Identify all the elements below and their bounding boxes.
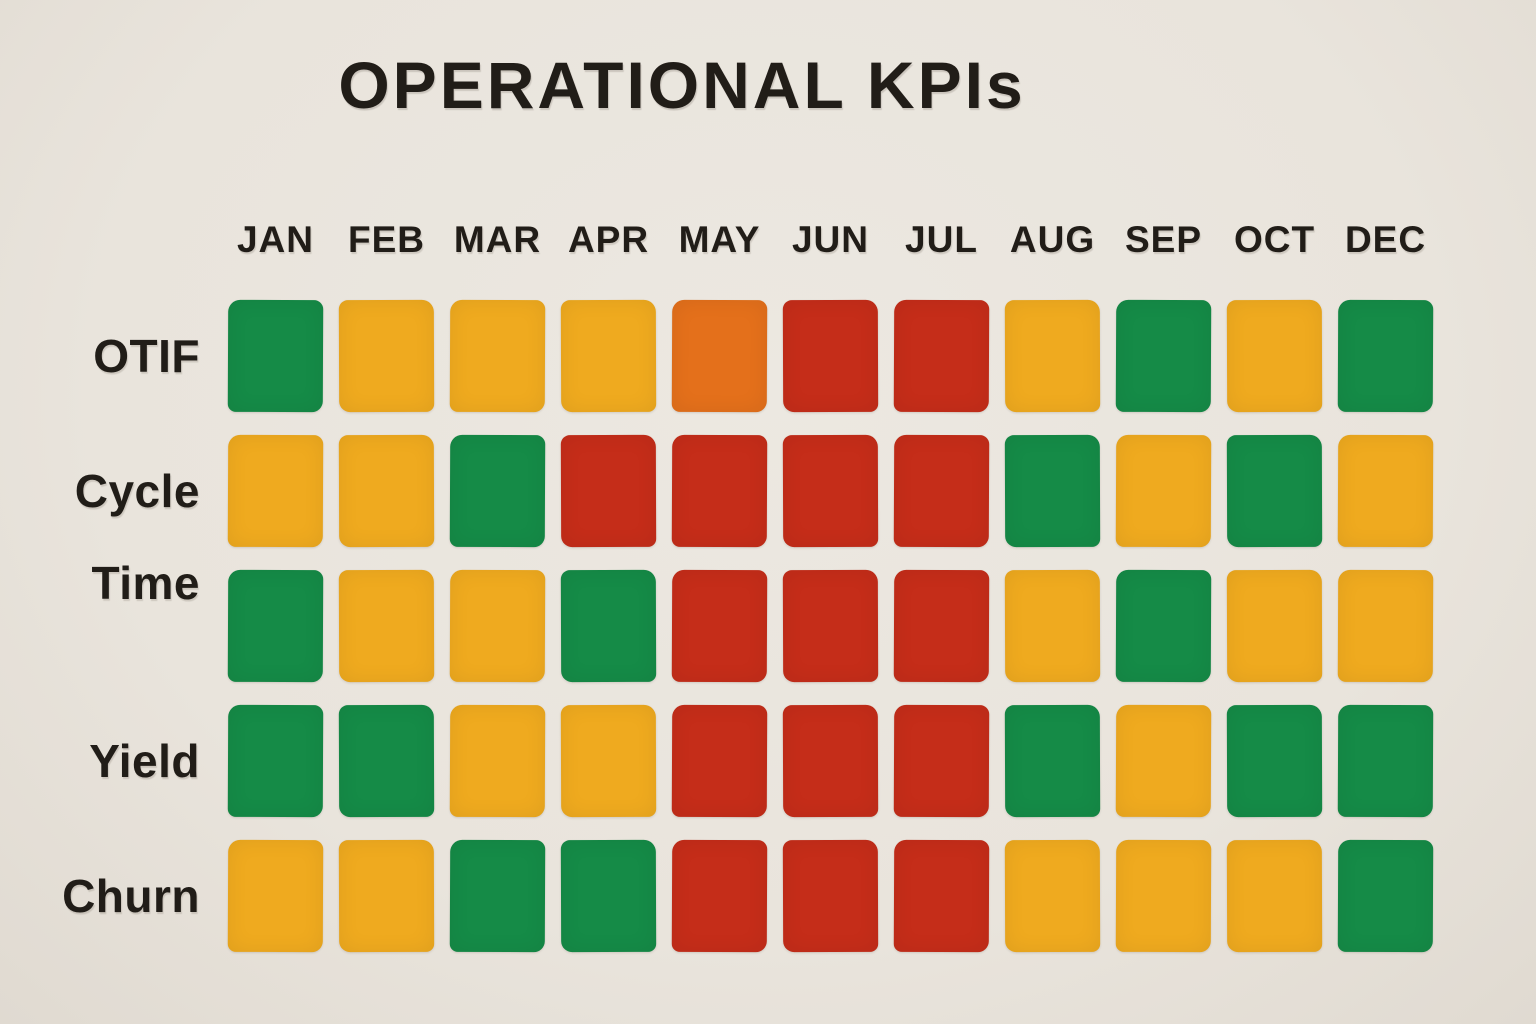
status-cell-cycle-jun bbox=[782, 434, 879, 548]
kpi-row-label-otif: OTIF bbox=[93, 330, 200, 382]
kpi-row-label-churn: Churn bbox=[62, 870, 200, 922]
status-cell-churn-jan bbox=[227, 839, 324, 953]
month-label-feb: FEB bbox=[348, 219, 425, 260]
month-label-jan: JAN bbox=[236, 219, 315, 260]
kpi-row-cycle: Cycle bbox=[12, 434, 1536, 548]
status-cell-otif-jun bbox=[782, 299, 879, 413]
status-cell-yield-dec bbox=[1337, 704, 1434, 818]
page-title: OPERATIONAL KPIs bbox=[338, 48, 1026, 122]
status-cell-time-jun bbox=[782, 569, 879, 683]
status-cell-otif-dec bbox=[1337, 299, 1434, 413]
month-label-oct: OCT bbox=[1233, 219, 1316, 260]
month-label-dec: DEC bbox=[1344, 219, 1427, 260]
status-cell-cycle-jul bbox=[893, 434, 990, 548]
kpi-row-yield: Yield bbox=[12, 704, 1536, 818]
month-label-mar: MAR bbox=[453, 219, 542, 260]
kpi-row-label-time: Time bbox=[91, 557, 200, 609]
status-cell-churn-sep bbox=[1115, 839, 1212, 953]
status-cell-yield-aug bbox=[1004, 704, 1101, 818]
status-cell-cycle-apr bbox=[560, 434, 657, 548]
kpi-row-label-yield: Yield bbox=[89, 735, 200, 787]
status-cell-yield-jan bbox=[227, 704, 324, 818]
kpi-row-cells bbox=[227, 839, 1434, 953]
status-cell-time-mar bbox=[449, 569, 546, 683]
month-label-jun: JUN bbox=[791, 219, 870, 260]
status-cell-otif-aug bbox=[1004, 299, 1101, 413]
status-cell-churn-may bbox=[671, 839, 768, 953]
status-cell-otif-sep bbox=[1115, 299, 1212, 413]
status-cell-otif-may bbox=[671, 299, 768, 413]
status-cell-time-jan bbox=[227, 569, 324, 683]
header-gutter bbox=[12, 216, 228, 264]
status-cell-otif-oct bbox=[1226, 299, 1323, 413]
status-cell-churn-feb bbox=[338, 839, 435, 953]
status-cell-cycle-may bbox=[671, 434, 768, 548]
status-cell-churn-jul bbox=[893, 839, 990, 953]
status-cell-yield-apr bbox=[560, 704, 657, 818]
status-cell-yield-sep bbox=[1115, 704, 1212, 818]
status-cell-churn-aug bbox=[1004, 839, 1101, 953]
month-label-aug: AUG bbox=[1009, 219, 1096, 260]
status-cell-time-sep bbox=[1115, 569, 1212, 683]
status-cell-time-dec bbox=[1337, 569, 1434, 683]
status-cell-yield-jul bbox=[893, 704, 990, 818]
status-cell-yield-jun bbox=[782, 704, 879, 818]
kpi-row-time: Time bbox=[12, 557, 1536, 683]
month-label-apr: APR bbox=[567, 219, 650, 260]
kpi-grid: OTIF Cycle Time Yield Churn bbox=[12, 299, 1536, 953]
month-label-may: MAY bbox=[678, 219, 761, 260]
kpi-row-cells bbox=[227, 704, 1434, 818]
status-cell-time-jul bbox=[893, 569, 990, 683]
status-cell-cycle-aug bbox=[1004, 434, 1101, 548]
status-cell-cycle-oct bbox=[1226, 434, 1323, 548]
kpi-row-cells bbox=[227, 569, 1434, 683]
status-cell-yield-mar bbox=[449, 704, 546, 818]
status-cell-cycle-jan bbox=[227, 434, 324, 548]
month-label-jul: JUL bbox=[905, 219, 978, 260]
status-cell-cycle-feb bbox=[338, 434, 435, 548]
status-cell-cycle-mar bbox=[449, 434, 546, 548]
status-cell-cycle-sep bbox=[1115, 434, 1212, 548]
status-cell-time-apr bbox=[560, 569, 657, 683]
kpi-row-cells bbox=[227, 299, 1434, 413]
status-cell-time-oct bbox=[1226, 569, 1323, 683]
status-cell-time-feb bbox=[338, 569, 435, 683]
status-cell-yield-may bbox=[671, 704, 768, 818]
status-cell-churn-oct bbox=[1226, 839, 1323, 953]
month-header-row: JAN FEB MAR APR MAY JUN JUL AUG SEP OCT DEC bbox=[12, 216, 1536, 264]
kpi-row-label-cycle: Cycle bbox=[74, 465, 200, 517]
status-cell-otif-mar bbox=[449, 299, 546, 413]
kpi-row-otif: OTIF bbox=[12, 299, 1536, 413]
status-cell-cycle-dec bbox=[1337, 434, 1434, 548]
status-cell-otif-jan bbox=[227, 299, 324, 413]
status-cell-otif-jul bbox=[893, 299, 990, 413]
status-cell-yield-feb bbox=[338, 704, 435, 818]
status-cell-time-may bbox=[671, 569, 768, 683]
status-cell-churn-dec bbox=[1337, 839, 1434, 953]
kpi-row-cells bbox=[227, 434, 1434, 548]
status-cell-churn-jun bbox=[782, 839, 879, 953]
status-cell-churn-apr bbox=[560, 839, 657, 953]
month-label-sep: SEP bbox=[1124, 219, 1203, 260]
kpi-row-churn: Churn bbox=[12, 839, 1536, 953]
status-cell-time-aug bbox=[1004, 569, 1101, 683]
status-cell-otif-apr bbox=[560, 299, 657, 413]
status-cell-yield-oct bbox=[1226, 704, 1323, 818]
status-cell-churn-mar bbox=[449, 839, 546, 953]
status-cell-otif-feb bbox=[338, 299, 435, 413]
month-labels: JAN FEB MAR APR MAY JUN JUL AUG SEP OCT DEC bbox=[228, 216, 1433, 264]
